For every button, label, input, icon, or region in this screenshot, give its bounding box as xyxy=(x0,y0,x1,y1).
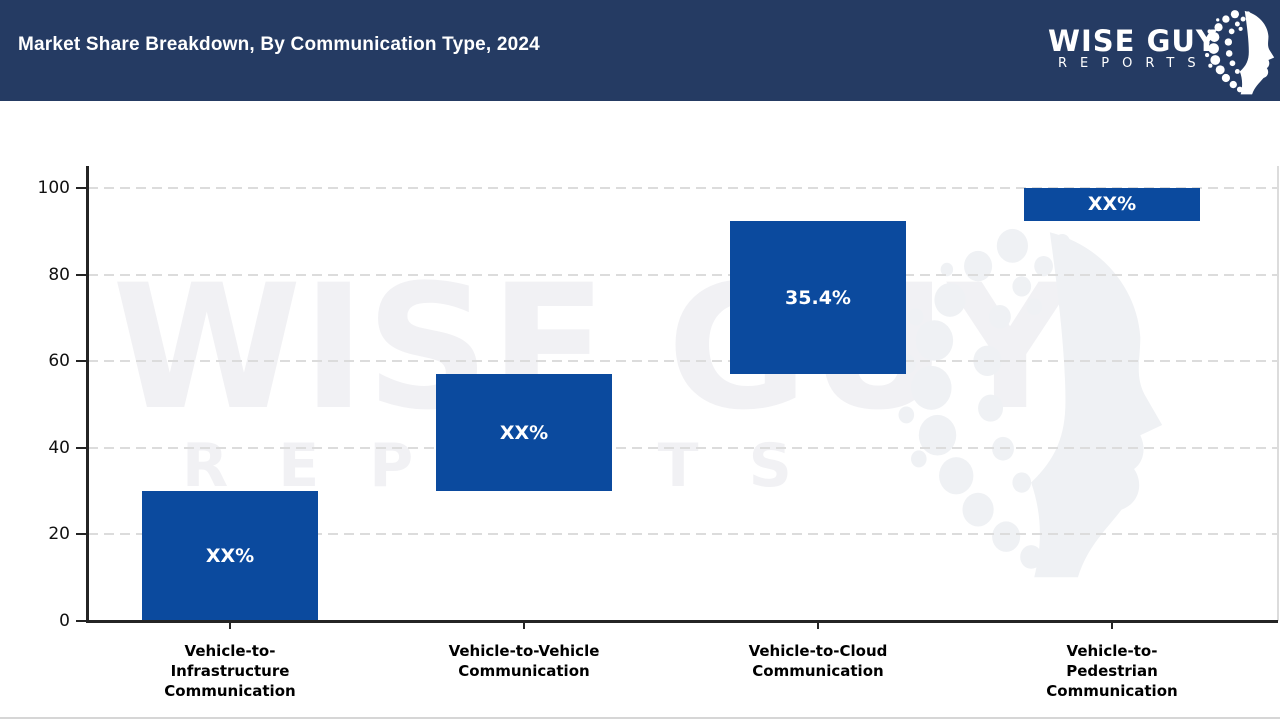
x-category-label: Vehicle-to-Vehicle Communication xyxy=(448,642,600,680)
y-tick-label-60: 60 xyxy=(48,351,70,372)
logo-wordmark: WISE GUY xyxy=(1048,24,1218,58)
chart-title: Market Share Breakdown, By Communication… xyxy=(18,34,540,55)
y-tick-100 xyxy=(76,187,86,189)
y-tick-60 xyxy=(76,360,86,363)
y-tick-label-20: 20 xyxy=(48,524,70,545)
plot-right-border xyxy=(1277,166,1279,621)
y-gridline-100 xyxy=(88,187,1277,189)
bar-value-label: 35.4% xyxy=(785,286,851,309)
y-tick-label-0: 0 xyxy=(59,611,70,631)
x-category-label: Vehicle-to-Cloud Communication xyxy=(748,642,888,680)
bar-segment: XX% xyxy=(1024,188,1200,221)
y-tick-40 xyxy=(76,446,86,449)
bar-value-label: XX% xyxy=(205,545,255,568)
logo-dotted-head-profile-icon xyxy=(1198,6,1280,96)
x-tick xyxy=(817,621,819,629)
y-gridline-20 xyxy=(88,533,1277,536)
bar-value-label: XX% xyxy=(1087,193,1137,216)
bar-value-label: XX% xyxy=(499,421,549,444)
header-bar: Market Share Breakdown, By Communication… xyxy=(0,0,1280,101)
y-tick-label-40: 40 xyxy=(48,437,70,458)
bar-segment: XX% xyxy=(142,491,318,621)
y-tick-20 xyxy=(76,533,86,536)
y-tick-label-100: 100 xyxy=(37,178,70,198)
y-tick-80 xyxy=(76,273,86,276)
logo-reports-text: REPORTS xyxy=(1058,56,1209,71)
x-category-label: Vehicle-to- Pedestrian Communication xyxy=(1046,642,1178,700)
y-tick-label-80: 80 xyxy=(48,264,70,285)
y-tick-0 xyxy=(76,620,86,622)
x-tick xyxy=(229,621,231,629)
x-tick xyxy=(1111,621,1113,629)
x-axis-line xyxy=(86,620,1278,623)
bottom-divider xyxy=(0,717,1280,719)
y-axis-line xyxy=(86,166,89,621)
y-gridline-40 xyxy=(88,446,1277,449)
x-category-label: Vehicle-to- Infrastructure Communication xyxy=(164,642,296,700)
x-tick xyxy=(523,621,525,629)
bar-segment: XX% xyxy=(436,374,612,492)
bar-segment: 35.4% xyxy=(730,220,906,375)
y-gridline-60 xyxy=(88,360,1277,363)
wise-guy-reports-logo: WISE GUY REPORTS xyxy=(1040,0,1280,101)
y-gridline-80 xyxy=(88,273,1277,276)
